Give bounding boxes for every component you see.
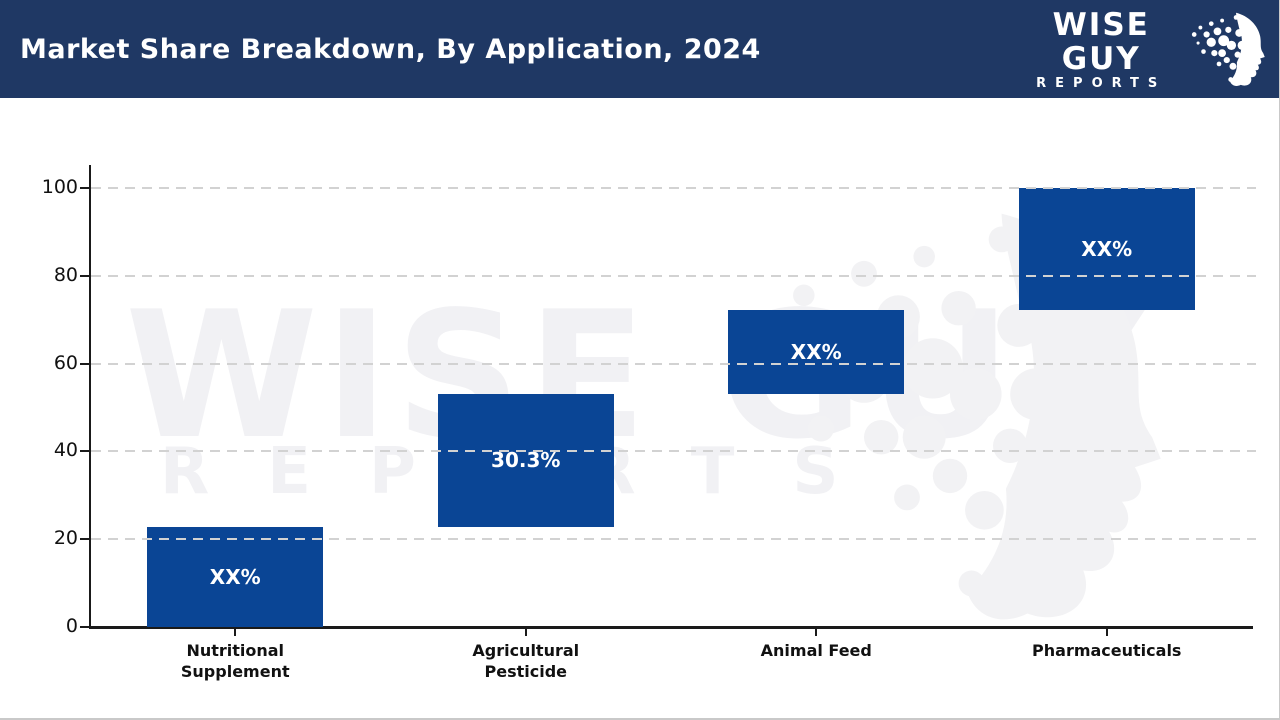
- gridline-100: [91, 187, 1256, 189]
- logo-subtitle: REPORTS: [1036, 76, 1167, 91]
- gridline-80: [91, 274, 1256, 277]
- bar-value-label: XX%: [790, 339, 842, 364]
- x-tick-0: [234, 629, 237, 636]
- bar-animal-feed: XX%: [728, 310, 905, 394]
- y-tick-60: [80, 362, 90, 365]
- y-tick-80: [80, 274, 90, 277]
- gridline-40: [91, 450, 1256, 453]
- x-tick-2: [815, 629, 818, 636]
- header-band: Market Share Breakdown, By Application, …: [0, 0, 1279, 98]
- x-axis-line: [89, 626, 1253, 629]
- logo-wordmark: WISE GUY: [1052, 7, 1150, 77]
- chart-plot-area: 0 20 40 60 80 100 XX% Nutritional Supplement 30.3…: [0, 98, 1279, 718]
- wiseguy-logo: WISE GUY REPORTS: [1016, 8, 1266, 92]
- bar-value-label: 30.3%: [491, 448, 561, 473]
- y-tick-20: [80, 538, 90, 541]
- y-tick-label-0: 0: [65, 615, 78, 637]
- x-tick-3: [1105, 629, 1108, 636]
- bar-value-label: XX%: [1081, 237, 1133, 262]
- y-tick-label-60: 60: [53, 351, 78, 374]
- x-category-label: Agricultural Pesticide: [472, 641, 580, 681]
- bar-pharmaceuticals: XX%: [1018, 188, 1195, 311]
- x-category-label: Pharmaceuticals: [1032, 641, 1182, 660]
- bar-agricultural-pesticide: 30.3%: [437, 393, 614, 527]
- y-tick-0: [80, 626, 90, 628]
- y-tick-100: [80, 187, 90, 189]
- x-category-label: Animal Feed: [760, 641, 872, 660]
- y-tick-label-80: 80: [53, 263, 78, 286]
- logo-text: WISE GUY REPORTS: [1016, 8, 1186, 92]
- x-category-label: Nutritional Supplement: [180, 641, 290, 681]
- wiseguy-face-icon: [1192, 12, 1266, 86]
- bar-nutritional-supplement: XX%: [147, 526, 324, 627]
- y-tick-label-40: 40: [53, 439, 78, 462]
- bar-value-label: XX%: [209, 564, 261, 589]
- gridline-20: [91, 538, 1256, 541]
- y-axis-line: [89, 165, 91, 629]
- y-tick-label-20: 20: [53, 527, 78, 550]
- page-title: Market Share Breakdown, By Application, …: [20, 33, 761, 65]
- y-tick-label-100: 100: [41, 176, 78, 198]
- x-tick-1: [524, 629, 527, 636]
- y-tick-40: [80, 450, 90, 453]
- gridline-60: [91, 362, 1256, 365]
